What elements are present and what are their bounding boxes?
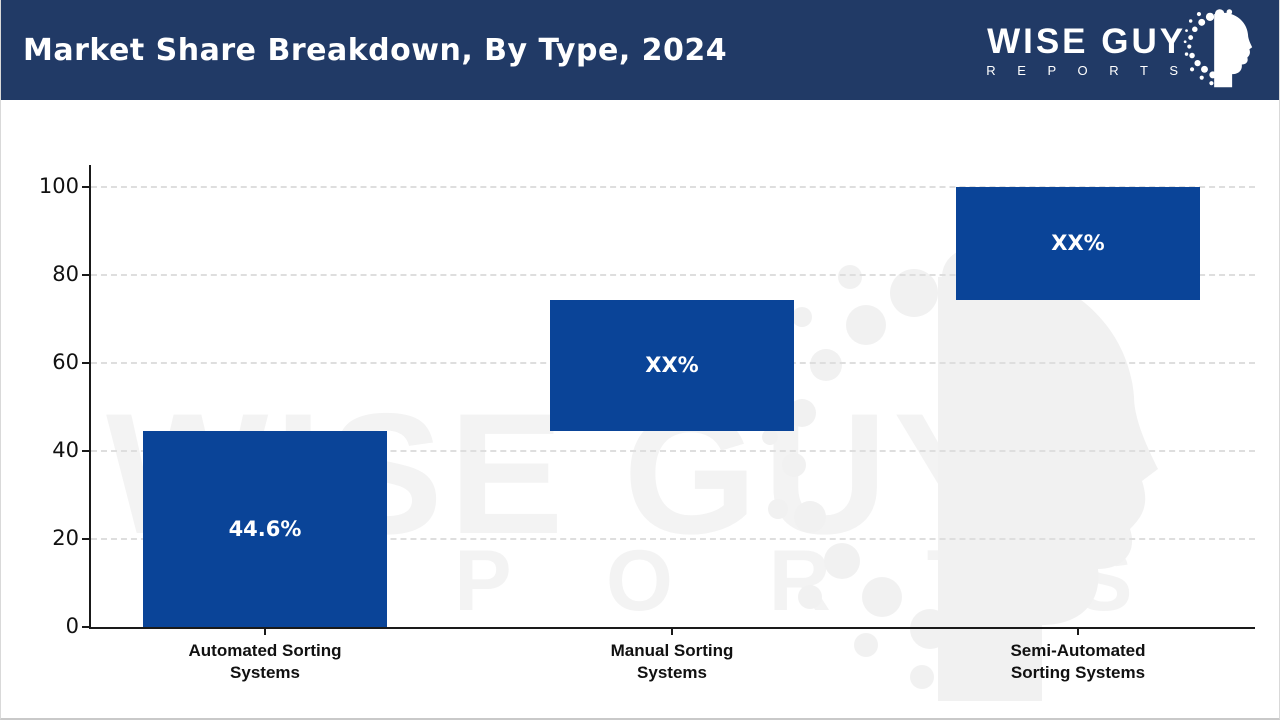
y-tick-100 bbox=[82, 186, 89, 188]
x-category-label-0: Automated Sorting Systems bbox=[188, 641, 342, 683]
chart: WISE GUY R E P O R T S 0 20 40 60 80 100 44.6%… bbox=[1, 100, 1279, 718]
bar-1: XX% bbox=[550, 299, 794, 431]
bar-value-label: XX% bbox=[1051, 231, 1105, 256]
page-title: Market Share Breakdown, By Type, 2024 bbox=[23, 32, 728, 68]
gridline-40 bbox=[91, 450, 1255, 452]
x-category-label-1: Manual Sorting Systems bbox=[610, 641, 734, 683]
y-tick-label-0: 0 bbox=[65, 614, 79, 638]
bar-0: 44.6% bbox=[143, 430, 387, 627]
x-tick-1 bbox=[671, 629, 673, 635]
y-tick-80 bbox=[82, 274, 89, 276]
y-tick-label-100: 100 bbox=[38, 174, 79, 198]
gridline-20 bbox=[91, 538, 1255, 540]
y-tick-label-20: 20 bbox=[52, 526, 79, 550]
bar-value-label: 44.6% bbox=[228, 516, 302, 541]
logo-face-icon bbox=[1183, 9, 1253, 88]
header: Market Share Breakdown, By Type, 2024 WI… bbox=[1, 0, 1279, 100]
x-tick-2 bbox=[1077, 629, 1079, 635]
logo-wordmark: WISE GUY bbox=[987, 21, 1187, 61]
x-axis-line bbox=[89, 627, 1255, 629]
y-tick-0 bbox=[82, 626, 89, 628]
wise-guy-reports-logo: WISE GUY R E P O R T S bbox=[986, 6, 1257, 94]
logo-text: WISE GUY R E P O R T S bbox=[986, 24, 1187, 77]
bar-2: XX% bbox=[956, 187, 1200, 300]
y-tick-label-60: 60 bbox=[52, 350, 79, 374]
y-tick-20 bbox=[82, 538, 89, 540]
y-tick-label-40: 40 bbox=[52, 438, 79, 462]
y-tick-40 bbox=[82, 450, 89, 452]
y-tick-60 bbox=[82, 362, 89, 364]
y-axis-line bbox=[89, 165, 91, 629]
logo-subtext: R E P O R T S bbox=[986, 62, 1187, 78]
y-tick-label-80: 80 bbox=[52, 262, 79, 286]
gridline-100 bbox=[91, 186, 1255, 188]
x-category-label-2: Semi-Automated Sorting Systems bbox=[1010, 641, 1146, 683]
gridline-80 bbox=[91, 274, 1255, 276]
bar-value-label: XX% bbox=[645, 353, 699, 378]
x-tick-0 bbox=[264, 629, 266, 635]
